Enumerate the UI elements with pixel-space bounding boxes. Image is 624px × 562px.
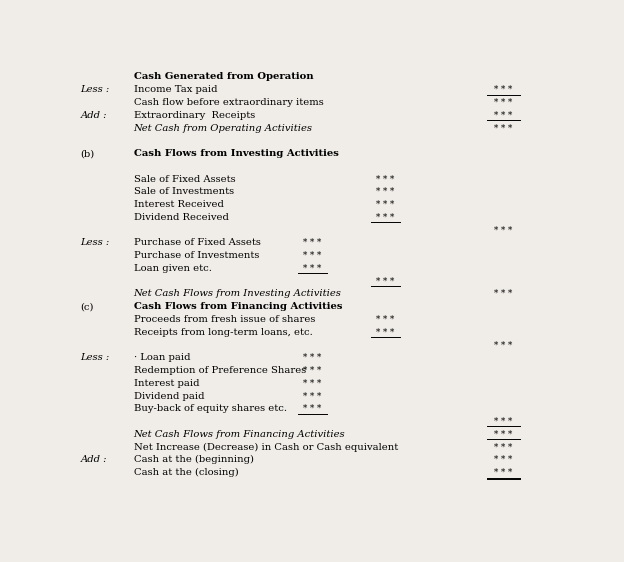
Text: * * *: * * * [303, 353, 321, 362]
Text: (b): (b) [80, 149, 95, 158]
Text: * * *: * * * [376, 213, 394, 222]
Text: Net Cash Flows from Financing Activities: Net Cash Flows from Financing Activities [134, 430, 345, 439]
Text: Dividend Received: Dividend Received [134, 213, 228, 222]
Text: Less :: Less : [80, 85, 110, 94]
Text: Net Increase (Decrease) in Cash or Cash equivalent: Net Increase (Decrease) in Cash or Cash … [134, 443, 398, 452]
Text: Cash Flows from Financing Activities: Cash Flows from Financing Activities [134, 302, 342, 311]
Text: Interest Received: Interest Received [134, 200, 223, 209]
Text: * * *: * * * [303, 238, 321, 247]
Text: * * *: * * * [376, 175, 394, 184]
Text: * * *: * * * [376, 200, 394, 209]
Text: Dividend paid: Dividend paid [134, 392, 204, 401]
Text: Net Cash from Operating Activities: Net Cash from Operating Activities [134, 124, 313, 133]
Text: (c): (c) [80, 302, 94, 311]
Text: * * *: * * * [494, 443, 513, 452]
Text: Sale of Investments: Sale of Investments [134, 187, 234, 196]
Text: * * *: * * * [494, 289, 513, 298]
Text: * * *: * * * [494, 111, 513, 120]
Text: * * *: * * * [303, 264, 321, 273]
Text: Receipts from long-term loans, etc.: Receipts from long-term loans, etc. [134, 328, 313, 337]
Text: Cash at the (beginning): Cash at the (beginning) [134, 455, 253, 465]
Text: Less :: Less : [80, 353, 110, 362]
Text: Add :: Add : [80, 111, 107, 120]
Text: * * *: * * * [303, 405, 321, 414]
Text: Redemption of Preference Shares: Redemption of Preference Shares [134, 366, 306, 375]
Text: Proceeds from fresh issue of shares: Proceeds from fresh issue of shares [134, 315, 315, 324]
Text: * * *: * * * [494, 430, 513, 439]
Text: * * *: * * * [494, 85, 513, 94]
Text: * * *: * * * [494, 98, 513, 107]
Text: Net Cash Flows from Investing Activities: Net Cash Flows from Investing Activities [134, 289, 341, 298]
Text: Sale of Fixed Assets: Sale of Fixed Assets [134, 175, 235, 184]
Text: * * *: * * * [303, 251, 321, 260]
Text: Less :: Less : [80, 238, 110, 247]
Text: * * *: * * * [494, 455, 513, 464]
Text: * * *: * * * [494, 226, 513, 235]
Text: * * *: * * * [303, 379, 321, 388]
Text: Cash at the (closing): Cash at the (closing) [134, 468, 238, 477]
Text: Buy-back of equity shares etc.: Buy-back of equity shares etc. [134, 405, 286, 414]
Text: Cash Flows from Investing Activities: Cash Flows from Investing Activities [134, 149, 338, 158]
Text: * * *: * * * [494, 124, 513, 133]
Text: Income Tax paid: Income Tax paid [134, 85, 217, 94]
Text: * * *: * * * [376, 328, 394, 337]
Text: * * *: * * * [494, 417, 513, 426]
Text: * * *: * * * [376, 277, 394, 285]
Text: Cash Generated from Operation: Cash Generated from Operation [134, 72, 313, 81]
Text: * * *: * * * [494, 341, 513, 350]
Text: * * *: * * * [303, 366, 321, 375]
Text: Cash flow before extraordinary items: Cash flow before extraordinary items [134, 98, 323, 107]
Text: Loan given etc.: Loan given etc. [134, 264, 212, 273]
Text: Interest paid: Interest paid [134, 379, 199, 388]
Text: * * *: * * * [303, 392, 321, 401]
Text: Purchase of Investments: Purchase of Investments [134, 251, 259, 260]
Text: Purchase of Fixed Assets: Purchase of Fixed Assets [134, 238, 260, 247]
Text: * * *: * * * [376, 315, 394, 324]
Text: Extraordinary  Receipts: Extraordinary Receipts [134, 111, 255, 120]
Text: · Loan paid: · Loan paid [134, 353, 190, 362]
Text: Add :: Add : [80, 455, 107, 464]
Text: * * *: * * * [376, 187, 394, 196]
Text: * * *: * * * [494, 468, 513, 477]
